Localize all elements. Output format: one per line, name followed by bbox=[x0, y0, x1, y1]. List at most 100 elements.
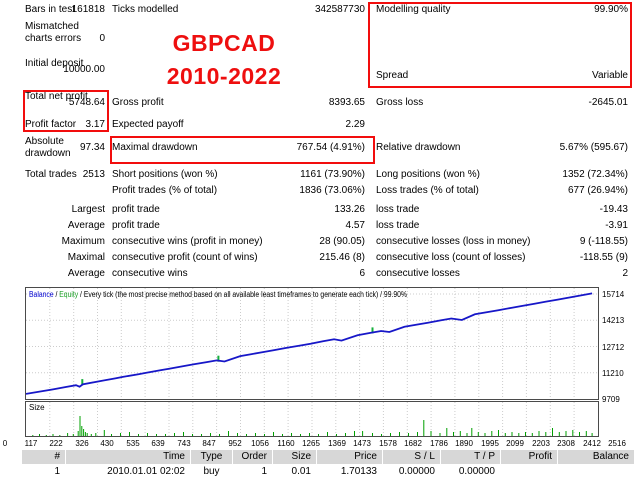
x-axis-label: 1890 bbox=[455, 439, 473, 448]
summary-c1v-row1: 0 bbox=[99, 33, 105, 44]
legend-quality: 99.90% bbox=[383, 290, 407, 299]
summary-c1v-row9: Average bbox=[67, 220, 105, 231]
summary-c1v-row10: Maximum bbox=[61, 236, 105, 247]
x-axis-label: 2412 bbox=[583, 439, 601, 448]
trades-cell-r0-c6: 0.00000 bbox=[398, 466, 435, 477]
balance-chart-plot bbox=[25, 288, 598, 399]
highlight-box-modelling-quality-spread bbox=[368, 2, 632, 88]
watermark: GBPCAD 2010-2022 bbox=[124, 27, 324, 93]
legend-separator-3: / bbox=[378, 290, 384, 299]
x-axis-label: 326 bbox=[75, 439, 89, 448]
trades-header-6: S / L bbox=[383, 450, 440, 464]
trades-cell-r0-c9 bbox=[558, 466, 634, 478]
trades-cell-r0-c7: 0.00000 bbox=[458, 466, 495, 477]
summary-c1v-row6: 2513 bbox=[82, 169, 105, 180]
y-axis-label: 15714 bbox=[602, 290, 625, 299]
summary-c2v-row9: 4.57 bbox=[345, 220, 365, 231]
trades-header-2: Type bbox=[191, 450, 232, 464]
legend-balance: Balance bbox=[29, 290, 54, 299]
y-axis-label: 14213 bbox=[602, 316, 625, 325]
size-panel-label: Size bbox=[29, 403, 45, 412]
summary-c1l-row4: Profit factor bbox=[25, 119, 77, 130]
x-axis-label: 847 bbox=[202, 439, 216, 448]
trades-cell-r0-c3: 1 bbox=[261, 466, 267, 477]
summary-c2l-row7: Profit trades (% of total) bbox=[112, 185, 218, 196]
summary-c3v-row3: -2645.01 bbox=[588, 97, 628, 108]
summary-c2l-row0: Ticks modelled bbox=[112, 4, 179, 15]
summary-c1l-row0: Bars in test bbox=[25, 4, 76, 15]
summary-c1l-row2: Initial deposit bbox=[25, 58, 84, 69]
summary-c1v-row12: Average bbox=[67, 268, 105, 279]
x-axis-label: 743 bbox=[177, 439, 191, 448]
trades-header-7: T / P bbox=[441, 450, 500, 464]
y-axis-label: 12712 bbox=[602, 343, 625, 352]
summary-c3l-row6: Long positions (won %) bbox=[376, 169, 480, 180]
summary-c1l-row6: Total trades bbox=[25, 169, 77, 180]
x-axis-label: 535 bbox=[126, 439, 140, 448]
x-axis-label: 1265 bbox=[302, 439, 320, 448]
summary-c2l-row8: profit trade bbox=[112, 204, 160, 215]
x-axis-label: 117 bbox=[24, 439, 38, 448]
summary-c3v-row6: 1352 (72.34%) bbox=[562, 169, 628, 180]
summary-c3v-row5: 5.67% (595.67) bbox=[559, 142, 628, 153]
legend-description: Every tick (the most precise method base… bbox=[83, 290, 379, 299]
trades-header-9: Balance bbox=[558, 450, 634, 464]
summary-c2l-row9: profit trade bbox=[112, 220, 160, 231]
trades-cell-r0-c5: 1.70133 bbox=[340, 466, 377, 477]
summary-c3v-row11: -118.55 (9) bbox=[579, 252, 628, 263]
x-axis-label: 1578 bbox=[379, 439, 397, 448]
legend-equity: Equity bbox=[59, 290, 79, 299]
x-axis-label: 1473 bbox=[353, 439, 371, 448]
y-axis-label: 9709 bbox=[602, 395, 620, 404]
summary-c1l-row5: Absolute drawdown bbox=[25, 136, 71, 159]
summary-c3l-row7: Loss trades (% of total) bbox=[376, 185, 479, 196]
trades-cell-r0-c4: 0.01 bbox=[291, 466, 311, 477]
summary-c3l-row2: Spread bbox=[376, 70, 409, 81]
chart-legend: Balance / Equity / Every tick (the most … bbox=[29, 290, 407, 299]
summary-c2v-row6: 1161 (73.90%) bbox=[300, 169, 365, 180]
x-axis-label: 952 bbox=[228, 439, 242, 448]
x-axis-label: 222 bbox=[49, 439, 63, 448]
summary-c1v-row3: 5748.64 bbox=[68, 97, 105, 108]
highlight-box-maximal-drawdown bbox=[110, 136, 375, 164]
trades-header-5: Price bbox=[317, 450, 382, 464]
summary-c1l-row3: Total net profit bbox=[25, 91, 88, 102]
x-axis-label: 2516 bbox=[608, 439, 626, 448]
summary-c3l-row11: consecutive loss (count of losses) bbox=[376, 252, 526, 263]
summary-c1v-row2: 10000.00 bbox=[63, 64, 105, 75]
y-axis-label: 11210 bbox=[602, 369, 624, 378]
summary-c2v-row0: 342587730 bbox=[314, 4, 365, 15]
highlight-box-net-profit-profit-factor bbox=[23, 90, 109, 132]
summary-c3v-row0: 99.90% bbox=[594, 4, 628, 15]
summary-c2v-row12: 6 bbox=[359, 268, 365, 279]
trades-cell-r0-c1: 2010.01.01 02:02 bbox=[107, 466, 185, 477]
summary-c3v-row8: -19.43 bbox=[599, 204, 628, 215]
summary-c2l-row5: Maximal drawdown bbox=[112, 142, 198, 153]
x-axis-label: 430 bbox=[100, 439, 114, 448]
balance-chart: Balance / Equity / Every tick (the most … bbox=[25, 287, 599, 400]
summary-c1v-row0: 161818 bbox=[71, 4, 105, 15]
trades-cell-r0-c8 bbox=[501, 466, 557, 478]
size-panel-plot bbox=[32, 402, 593, 436]
legend-separator-2: / bbox=[78, 290, 84, 299]
x-axis-label: 1056 bbox=[251, 439, 269, 448]
summary-c3l-row12: consecutive losses bbox=[376, 268, 460, 279]
x-axis-label: 2099 bbox=[506, 439, 524, 448]
summary-c3l-row3: Gross loss bbox=[376, 97, 424, 108]
summary-c2l-row10: consecutive wins (profit in money) bbox=[112, 236, 263, 247]
trades-header-8: Profit bbox=[501, 450, 557, 464]
summary-c2v-row8: 133.26 bbox=[334, 204, 365, 215]
summary-c3v-row9: -3.91 bbox=[605, 220, 628, 231]
x-axis-label: 1786 bbox=[430, 439, 448, 448]
summary-c2l-row4: Expected payoff bbox=[112, 119, 184, 130]
size-panel: Size bbox=[25, 401, 599, 437]
summary-c3l-row5: Relative drawdown bbox=[376, 142, 461, 153]
summary-c2v-row4: 2.29 bbox=[345, 119, 365, 130]
x-axis-label: 1682 bbox=[404, 439, 422, 448]
x-axis-label: 1995 bbox=[481, 439, 499, 448]
summary-c3l-row0: Modelling quality bbox=[376, 4, 451, 15]
summary-c2l-row3: Gross profit bbox=[112, 97, 164, 108]
summary-c3v-row7: 677 (26.94%) bbox=[567, 185, 628, 196]
summary-c1v-row4: 3.17 bbox=[85, 119, 105, 130]
legend-separator-1: / bbox=[53, 290, 60, 299]
